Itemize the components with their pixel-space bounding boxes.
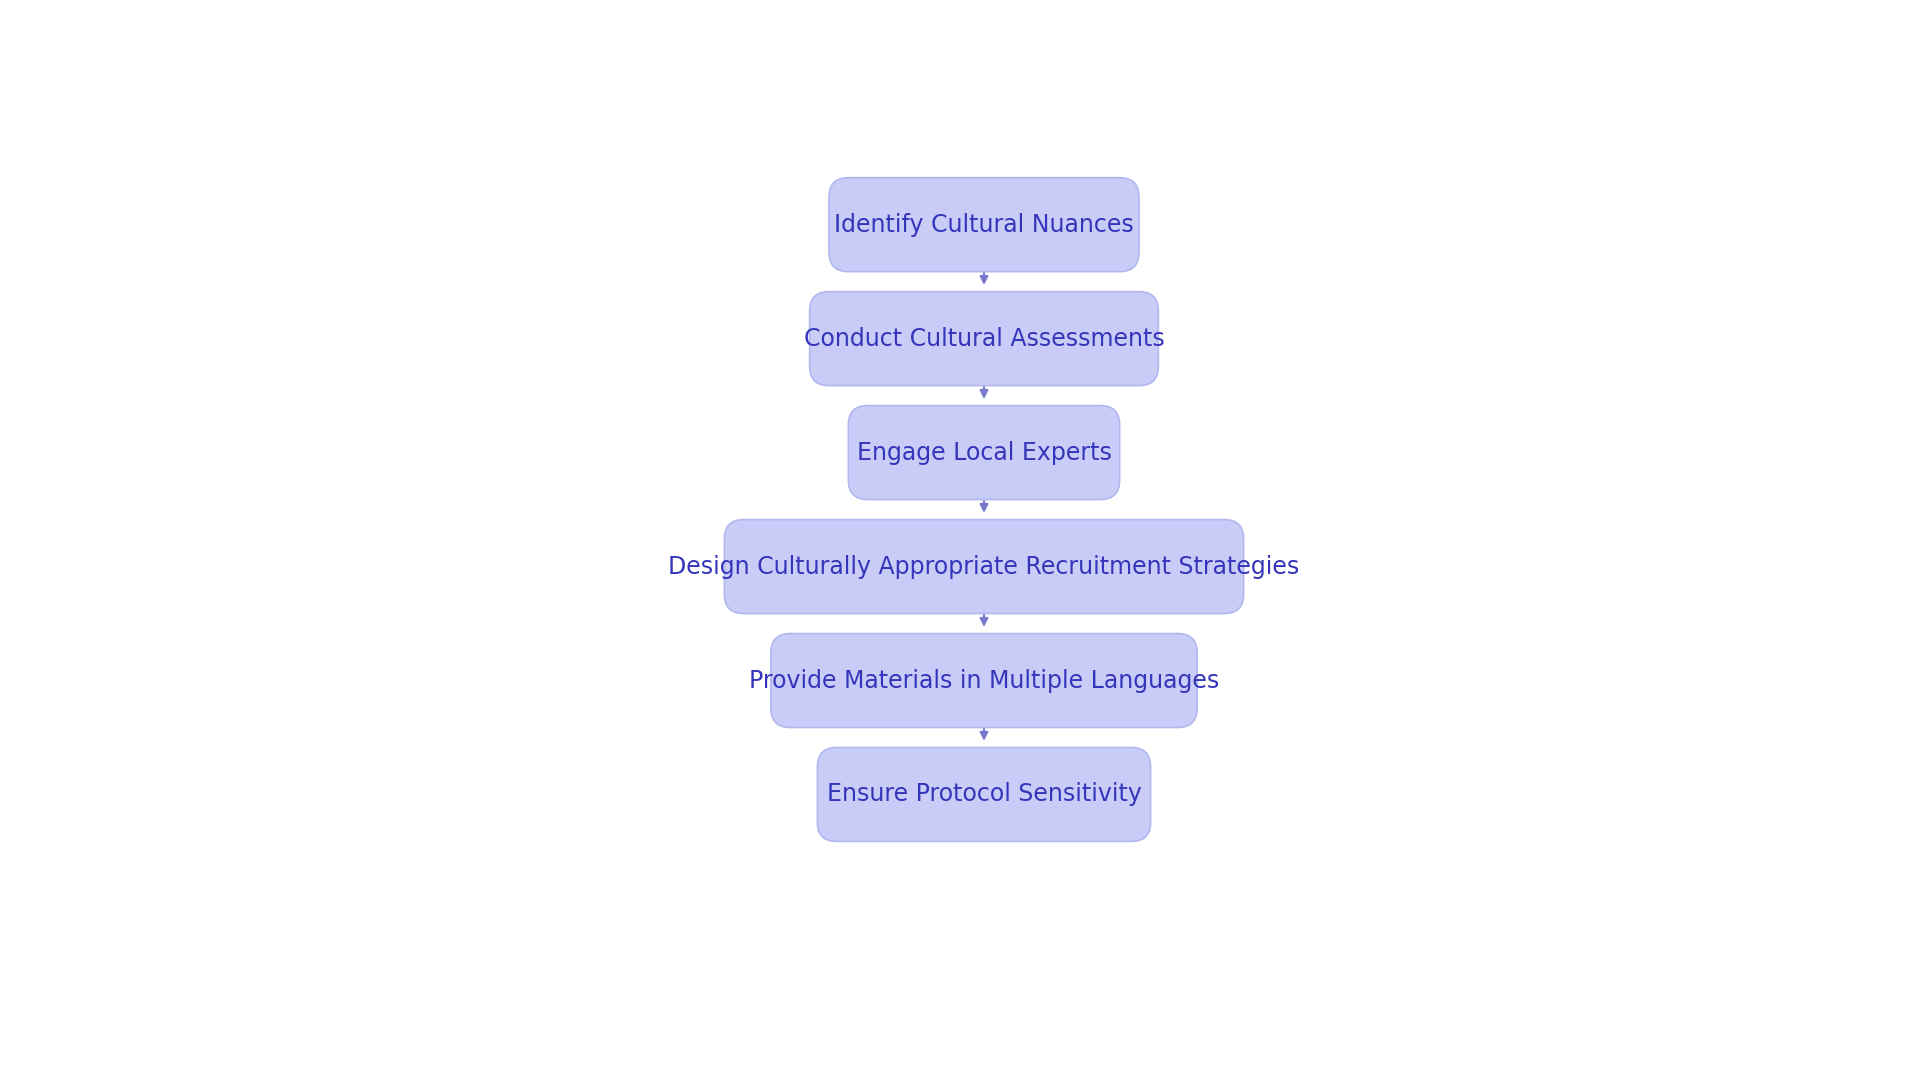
FancyBboxPatch shape (849, 406, 1119, 499)
FancyBboxPatch shape (829, 178, 1139, 272)
Text: Design Culturally Appropriate Recruitment Strategies: Design Culturally Appropriate Recruitmen… (668, 554, 1300, 578)
Text: Engage Local Experts: Engage Local Experts (856, 441, 1112, 465)
FancyBboxPatch shape (818, 747, 1150, 841)
Text: Ensure Protocol Sensitivity: Ensure Protocol Sensitivity (828, 783, 1140, 807)
Text: Provide Materials in Multiple Languages: Provide Materials in Multiple Languages (749, 668, 1219, 692)
FancyBboxPatch shape (770, 634, 1198, 728)
FancyBboxPatch shape (724, 520, 1244, 614)
FancyBboxPatch shape (810, 291, 1158, 386)
Text: Identify Cultural Nuances: Identify Cultural Nuances (833, 212, 1135, 237)
Text: Conduct Cultural Assessments: Conduct Cultural Assessments (804, 327, 1164, 351)
